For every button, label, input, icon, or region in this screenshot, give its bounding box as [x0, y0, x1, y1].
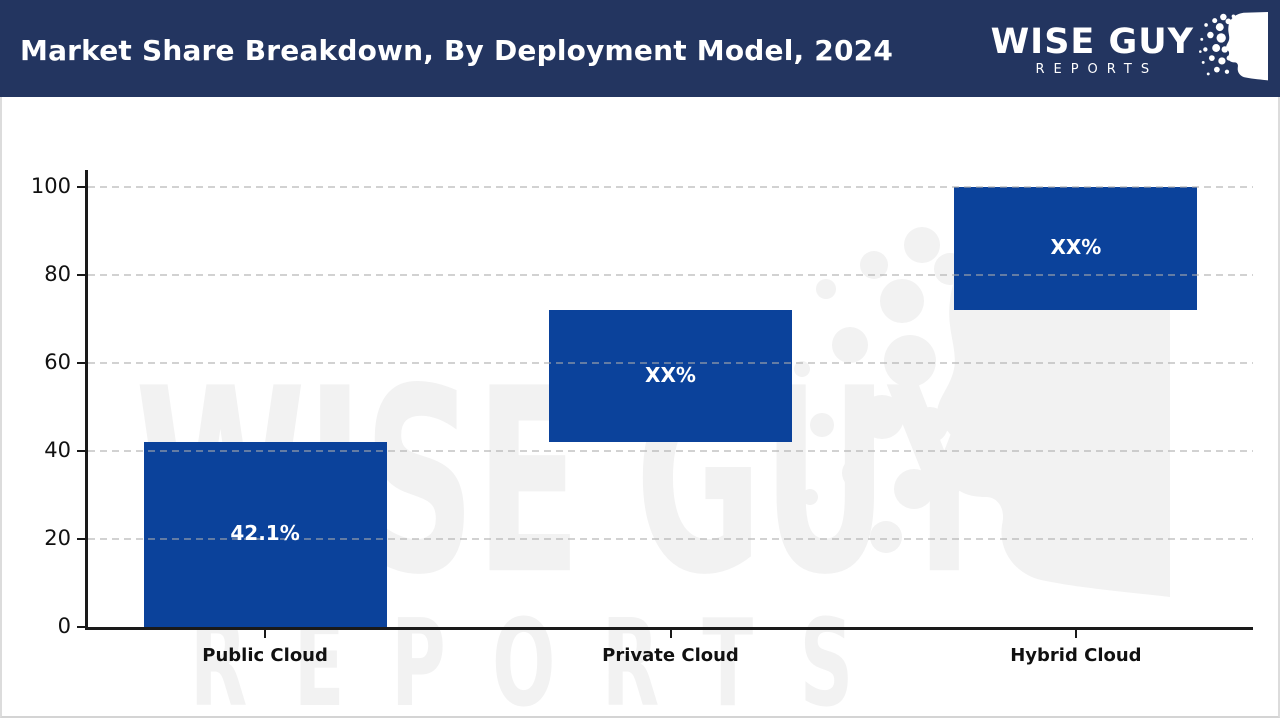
x-axis-tick — [1074, 630, 1077, 638]
y-axis-tick — [77, 538, 85, 540]
x-axis-category-label: Private Cloud — [602, 645, 739, 666]
y-axis-tick-label: 40 — [44, 438, 71, 462]
x-axis-tick — [669, 630, 672, 638]
gridline — [88, 186, 1253, 188]
face-profile-logo-icon — [1196, 8, 1268, 92]
y-axis-tick — [77, 362, 85, 364]
chart-title: Market Share Breakdown, By Deployment Mo… — [20, 34, 894, 67]
y-axis-tick — [77, 274, 85, 276]
chart-canvas: WISE GUY REPORTS 0 20 40 60 80 100 42.1% Public… — [0, 97, 1280, 720]
gridline — [88, 274, 1253, 276]
y-axis-tick-label: 20 — [44, 526, 71, 550]
logo-text: WISE GUY REPORTS — [991, 23, 1194, 78]
y-axis-tick-label: 80 — [44, 262, 71, 286]
gridline — [88, 362, 1253, 364]
plot-area: 0 20 40 60 80 100 42.1% Public Cloud XX% Private … — [31, 170, 1253, 666]
bar-value-label: XX% — [1050, 235, 1102, 260]
bar-private-cloud — [549, 309, 792, 442]
y-axis-tick — [77, 186, 85, 188]
x-axis-line — [85, 627, 1253, 630]
y-axis-tick-label: 100 — [30, 174, 71, 198]
logo-subtitle: REPORTS — [1035, 62, 1159, 78]
header-banner: Market Share Breakdown, By Deployment Mo… — [0, 0, 1280, 97]
bar-value-label: 42.1% — [230, 521, 300, 546]
y-axis-tick-label: 0 — [57, 614, 71, 638]
bar-public-cloud — [143, 441, 387, 627]
bar-value-label: XX% — [645, 362, 696, 387]
x-axis-tick — [264, 630, 267, 638]
gridline — [88, 450, 1253, 452]
x-axis-category-label: Public Cloud — [202, 645, 328, 666]
bar-hybrid-cloud — [954, 187, 1198, 310]
x-axis-category-label: Hybrid Cloud — [1010, 645, 1142, 666]
y-axis-line — [85, 170, 88, 630]
face-profile-watermark-icon — [755, 217, 1185, 617]
y-axis-tick — [77, 626, 85, 628]
wise-guy-reports-logo: WISE GUY REPORTS — [991, 8, 1268, 92]
logo-wordmark: WISE GUY — [990, 21, 1194, 62]
y-axis-tick — [77, 450, 85, 452]
gridline — [88, 538, 1253, 540]
y-axis-tick-label: 60 — [44, 350, 71, 374]
